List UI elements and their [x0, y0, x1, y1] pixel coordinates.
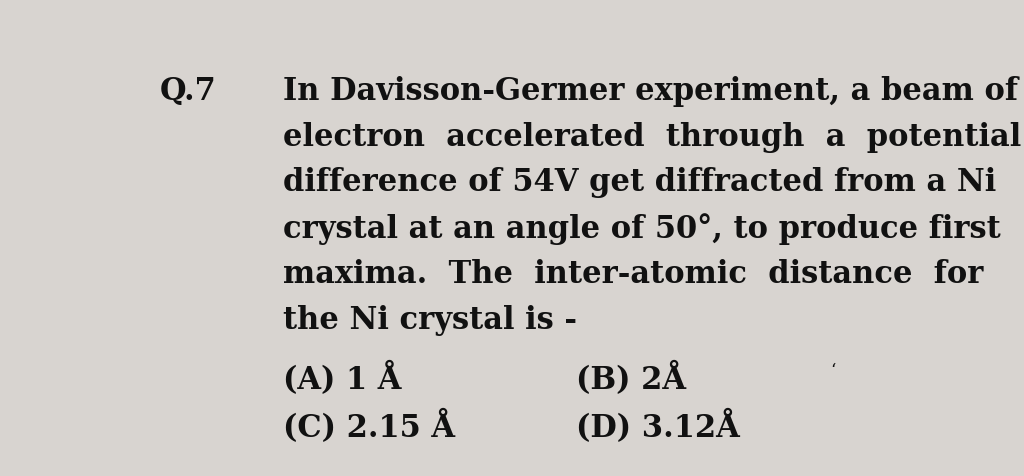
- Text: the Ni crystal is -: the Ni crystal is -: [283, 305, 577, 336]
- Text: (B) 2Å: (B) 2Å: [577, 361, 686, 396]
- Text: (C) 2.15 Å: (C) 2.15 Å: [283, 409, 455, 443]
- Text: ‘: ‘: [830, 361, 836, 378]
- Text: In Davisson-Germer experiment, a beam of: In Davisson-Germer experiment, a beam of: [283, 76, 1018, 106]
- Text: (A) 1 Å: (A) 1 Å: [283, 361, 401, 396]
- Text: (D) 3.12Å: (D) 3.12Å: [577, 409, 740, 443]
- Text: difference of 54V get diffracted from a Ni: difference of 54V get diffracted from a …: [283, 167, 996, 198]
- Text: maxima.  The  inter-atomic  distance  for: maxima. The inter-atomic distance for: [283, 259, 983, 289]
- Text: crystal at an angle of 50°, to produce first: crystal at an angle of 50°, to produce f…: [283, 213, 1000, 245]
- Text: Q.7: Q.7: [160, 76, 216, 106]
- Text: electron  accelerated  through  a  potential: electron accelerated through a potential: [283, 121, 1021, 152]
